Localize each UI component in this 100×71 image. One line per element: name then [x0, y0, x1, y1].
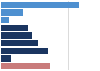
Bar [1, 48, 48, 54]
Bar [1, 9, 23, 16]
Bar [1, 17, 9, 23]
Bar [1, 63, 50, 69]
Bar [1, 32, 32, 39]
Bar [1, 55, 11, 62]
Bar [1, 2, 79, 8]
Bar [1, 40, 38, 46]
Bar [1, 25, 28, 31]
